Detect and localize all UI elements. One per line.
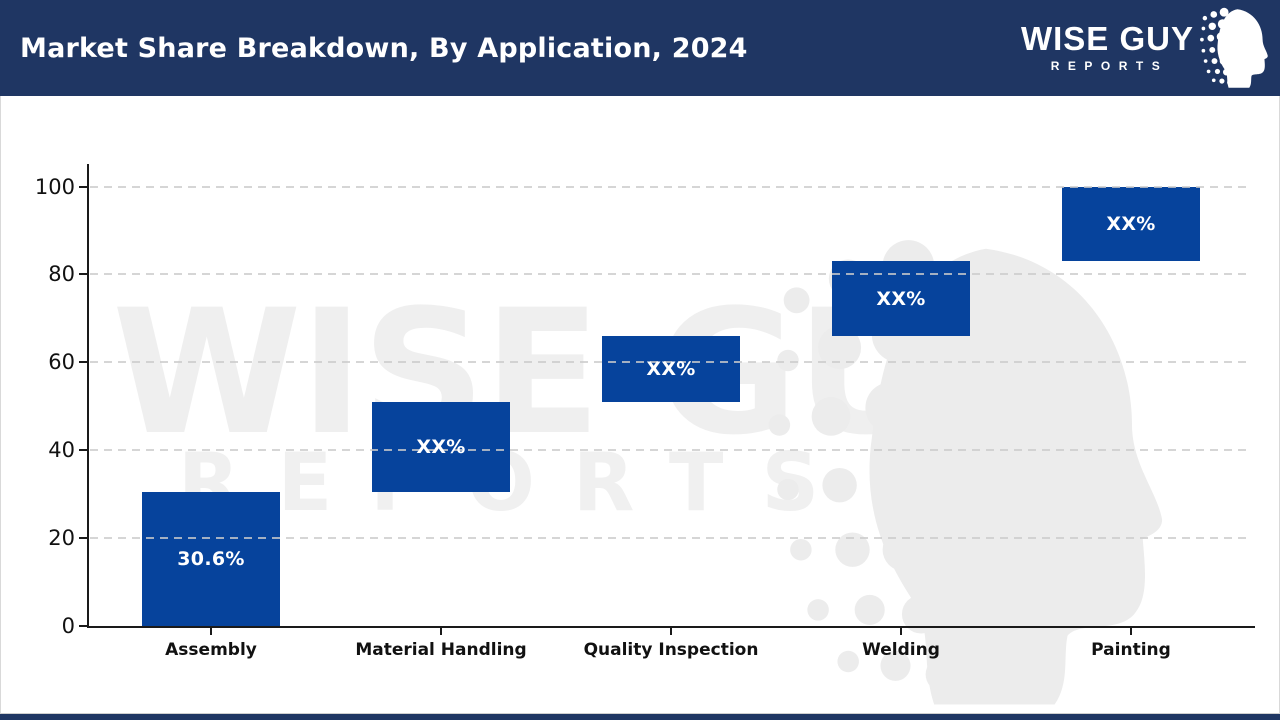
y-tick-label: 60 xyxy=(48,350,75,375)
bar-value-label: XX% xyxy=(646,357,696,380)
x-axis-tick xyxy=(440,628,442,635)
y-tick-label: 20 xyxy=(48,526,75,551)
y-tick-label: 40 xyxy=(48,438,75,463)
wiseguy-logo: WISE GUY REPORTS xyxy=(1021,6,1270,88)
x-category-label: Assembly xyxy=(165,640,257,660)
y-axis-tick xyxy=(79,537,88,540)
bar-value-label: 30.6% xyxy=(177,547,245,570)
y-axis-tick xyxy=(79,449,88,452)
y-tick-label: 80 xyxy=(48,262,75,287)
x-category-label: Painting xyxy=(1091,640,1171,660)
bar-value-label: XX% xyxy=(876,287,926,310)
footer-bar xyxy=(0,714,1280,720)
logo-wordmark: WISE GUY REPORTS xyxy=(1020,19,1194,73)
x-axis-line xyxy=(87,626,1255,628)
x-category-label: Material Handling xyxy=(355,640,527,660)
bar-segment-painting: XX% xyxy=(1062,186,1200,262)
x-axis-tick xyxy=(670,628,672,635)
bar-segment-quality-inspection: XX% xyxy=(602,335,740,402)
y-axis-tick xyxy=(79,625,88,627)
y-axis-line xyxy=(87,164,89,628)
chart-title: Market Share Breakdown, By Application, … xyxy=(20,32,748,64)
bar-segment-material-handling: XX% xyxy=(372,401,510,492)
x-axis-tick xyxy=(1130,628,1132,635)
gridline xyxy=(90,273,1252,276)
x-category-label: Welding xyxy=(862,640,940,660)
y-axis-tick xyxy=(79,273,88,276)
bar-value-label: XX% xyxy=(1106,212,1156,235)
x-category-label: Quality Inspection xyxy=(583,640,759,660)
y-axis-tick xyxy=(79,185,88,188)
x-axis-tick xyxy=(900,628,902,635)
logo-face-icon xyxy=(1200,7,1268,88)
y-tick-label: 100 xyxy=(34,174,75,199)
gridline xyxy=(90,185,1252,188)
y-axis-tick xyxy=(79,361,88,364)
x-axis-tick xyxy=(210,628,212,635)
y-tick-label: 0 xyxy=(61,614,75,638)
logo-reports-text: REPORTS xyxy=(1050,58,1169,73)
bar-value-label: XX% xyxy=(416,435,466,458)
gridline xyxy=(90,449,1252,452)
header-bar: Market Share Breakdown, By Application, … xyxy=(0,0,1280,96)
gridline xyxy=(90,361,1252,364)
bar-segment-assembly: 30.6% xyxy=(142,491,280,626)
gridline xyxy=(90,537,1252,540)
logo-wiseguy-text: WISE GUY xyxy=(1020,19,1194,57)
